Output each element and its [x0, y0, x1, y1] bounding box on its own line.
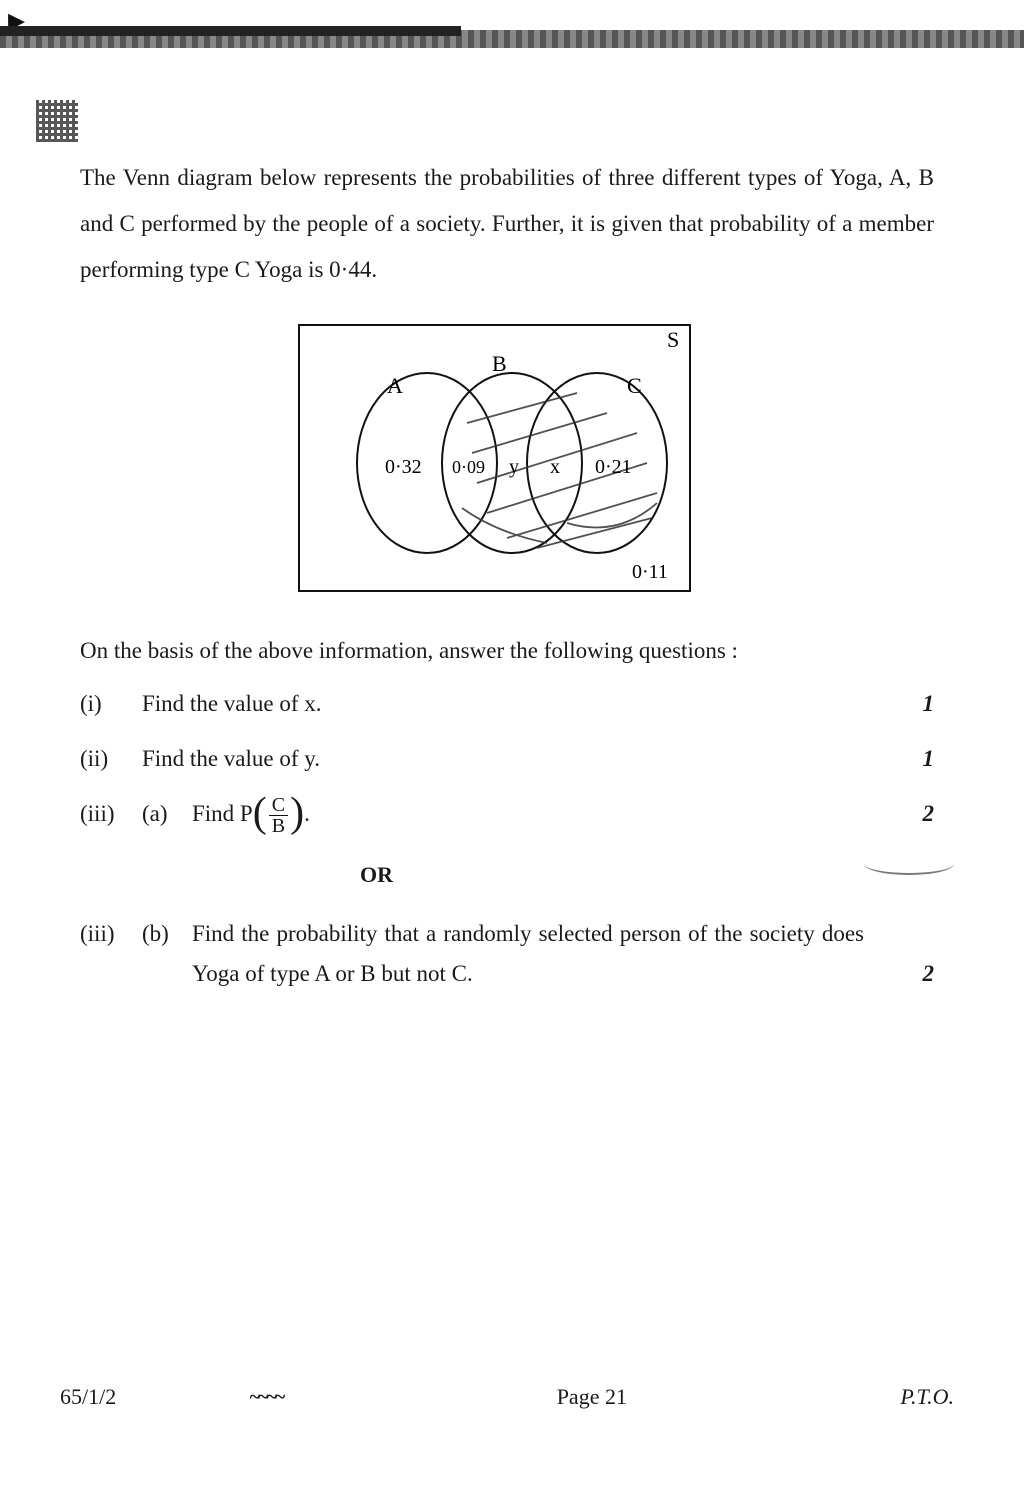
frac-denom: B: [269, 816, 288, 836]
venn-region-b-only: y: [509, 456, 519, 478]
q-num: (ii): [80, 739, 142, 778]
exam-page: ▸ The Venn diagram below represents the …: [0, 0, 1024, 1495]
venn-region-a-and-b: 0·09: [452, 457, 485, 477]
q-suffix: .: [304, 801, 310, 826]
fraction: CB: [269, 795, 288, 836]
page-number: Page 21: [557, 1384, 627, 1410]
venn-svg: S A B C: [297, 323, 692, 593]
paren-open: (: [253, 795, 267, 833]
q-sub: (a): [142, 794, 192, 833]
frac-numer: C: [269, 795, 288, 816]
spiral-binding: [0, 30, 1024, 48]
venn-label-s: S: [667, 327, 679, 352]
page-footer: 65/1/2 ~~~~ Page 21 P.T.O.: [60, 1384, 954, 1410]
q-prefix: Find P: [192, 801, 253, 826]
venn-region-outside: 0·11: [632, 561, 668, 583]
venn-region-a-only: 0·32: [385, 456, 422, 478]
q-marks: 1: [904, 684, 934, 723]
or-separator: OR: [360, 862, 934, 888]
question-i: (i) Find the value of x. 1: [80, 684, 934, 723]
pto-label: P.T.O.: [900, 1384, 954, 1410]
q-marks: 2: [904, 794, 934, 833]
q-marks: 2: [904, 954, 934, 993]
question-intro: The Venn diagram below represents the pr…: [80, 155, 934, 293]
q-text: Find P(CB).: [192, 794, 904, 836]
page-content: The Venn diagram below represents the pr…: [80, 155, 934, 993]
venn-label-a: A: [387, 373, 403, 398]
q-text: Find the value of x.: [142, 684, 904, 723]
wave-mark: ~~~~: [250, 1386, 284, 1409]
stray-mark: [864, 855, 954, 875]
question-iii-b: (iii) (b) Find the probability that a ra…: [80, 914, 934, 992]
venn-region-b-and-c: x: [550, 456, 560, 478]
venn-region-c-only: 0·21: [595, 456, 632, 478]
q-text: Find the probability that a randomly sel…: [192, 914, 904, 992]
q-text: Find the value of y.: [142, 739, 904, 778]
venn-diagram: S A B C: [297, 323, 717, 598]
paper-code: 65/1/2: [60, 1384, 116, 1410]
q-marks: 1: [904, 739, 934, 778]
question-ii: (ii) Find the value of y. 1: [80, 739, 934, 778]
venn-label-b: B: [492, 351, 507, 376]
venn-label-c: C: [627, 373, 642, 398]
qr-code-icon: [36, 100, 78, 142]
q-sub: (b): [142, 914, 192, 953]
paren-close: ): [290, 795, 304, 833]
followup-text: On the basis of the above information, a…: [80, 638, 934, 664]
q-num: (i): [80, 684, 142, 723]
q-num: (iii): [80, 914, 142, 953]
q-num: (iii): [80, 794, 142, 833]
question-iii-a: (iii) (a) Find P(CB). 2: [80, 794, 934, 836]
